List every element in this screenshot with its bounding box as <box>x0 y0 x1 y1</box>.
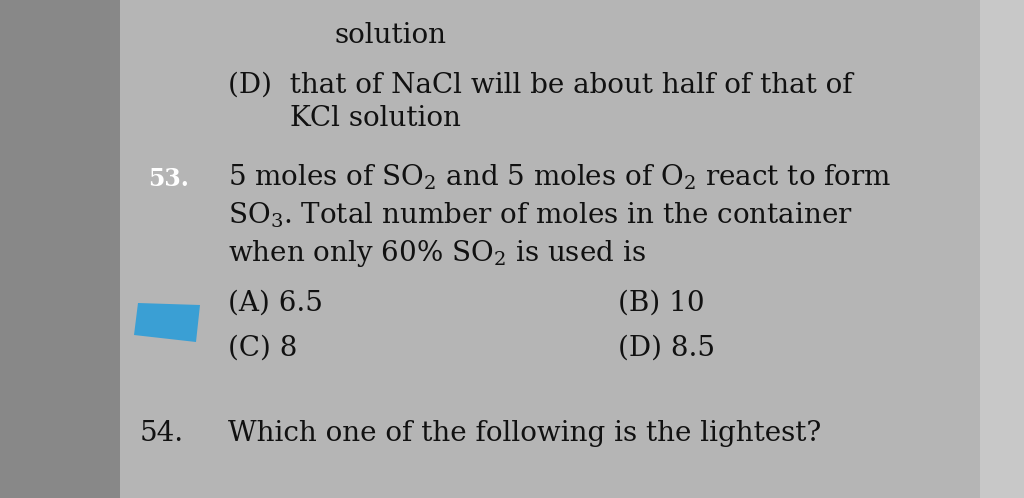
Text: (D)  that of NaCl will be about half of that of: (D) that of NaCl will be about half of t… <box>228 72 853 99</box>
Bar <box>0 0 120 498</box>
Text: KCl solution: KCl solution <box>290 105 461 132</box>
Text: solution: solution <box>335 22 447 49</box>
Text: (C) 8: (C) 8 <box>228 335 297 362</box>
Text: Which one of the following is the lightest?: Which one of the following is the lighte… <box>228 420 821 447</box>
Text: 54.: 54. <box>140 420 184 447</box>
Polygon shape <box>134 303 200 342</box>
Text: (D) 8.5: (D) 8.5 <box>618 335 715 362</box>
Text: (A) 6.5: (A) 6.5 <box>228 290 323 317</box>
Text: 53.: 53. <box>148 167 189 191</box>
Text: (B) 10: (B) 10 <box>618 290 705 317</box>
Text: when only 60% $\mathregular{SO_2}$ is used is: when only 60% $\mathregular{SO_2}$ is us… <box>228 238 646 269</box>
Text: 5 moles of $\mathregular{SO_2}$ and 5 moles of $\mathregular{O_2}$ react to form: 5 moles of $\mathregular{SO_2}$ and 5 mo… <box>228 162 892 192</box>
Bar <box>120 0 990 498</box>
Text: $\mathregular{SO_3}$. Total number of moles in the container: $\mathregular{SO_3}$. Total number of mo… <box>228 200 853 230</box>
Bar <box>980 0 1024 498</box>
